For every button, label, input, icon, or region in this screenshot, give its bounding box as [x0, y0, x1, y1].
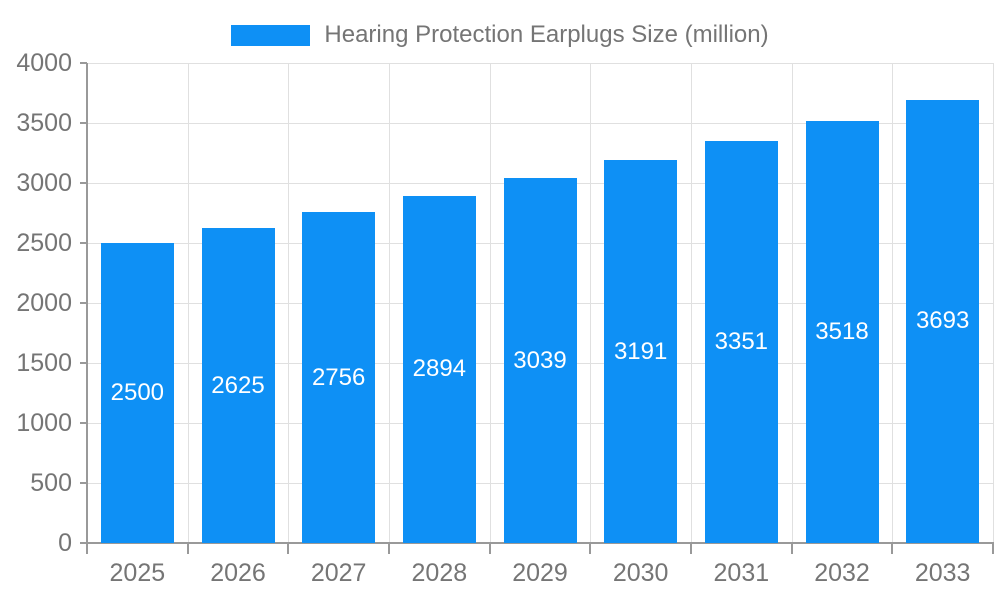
gridline-v	[187, 63, 189, 543]
gridline-v	[892, 63, 894, 543]
y-axis-tick	[80, 362, 87, 364]
bar-value-label: 2625	[211, 371, 265, 399]
x-axis-label: 2030	[612, 559, 669, 587]
x-axis-label: 2033	[914, 559, 971, 587]
bar-2030[interactable]: 3191	[604, 160, 678, 543]
x-axis-label: 2029	[512, 559, 568, 587]
bar-2027[interactable]: 2756	[302, 212, 376, 543]
y-axis-tick	[80, 242, 87, 244]
y-axis-label: 1000	[16, 409, 72, 437]
y-axis-label: 0	[58, 529, 72, 557]
bar-value-label: 2894	[412, 355, 467, 383]
x-axis-tick	[589, 543, 592, 554]
legend-label: Hearing Protection Earplugs Size (millio…	[324, 21, 769, 48]
x-axis-label: 2026	[210, 559, 266, 587]
gridline-v	[288, 63, 290, 543]
bar-2033[interactable]: 3693	[906, 99, 980, 543]
legend-item[interactable]: Hearing Protection Earplugs Size (millio…	[0, 21, 1000, 49]
gridline-v	[691, 63, 692, 543]
x-axis-tick	[488, 543, 491, 554]
x-axis-label: 2028	[411, 559, 468, 587]
bar-2026[interactable]: 2625	[201, 228, 275, 543]
y-axis-tick	[80, 302, 87, 304]
bar-value-label: 3693	[915, 307, 970, 335]
x-axis-tick	[287, 543, 290, 554]
y-axis-tick	[80, 422, 87, 424]
gridline-v	[590, 63, 592, 543]
bar-2029[interactable]: 3039	[503, 178, 577, 543]
x-axis-tick	[690, 543, 692, 554]
y-axis-label: 2000	[16, 289, 72, 317]
bar-value-label: 2500	[110, 379, 165, 406]
bar-2032[interactable]: 3518	[805, 120, 879, 543]
y-axis-label: 2500	[16, 229, 72, 257]
x-axis-label: 2027	[310, 559, 367, 587]
x-axis-label: 2032	[814, 559, 870, 587]
bar-2025[interactable]: 2500	[100, 243, 174, 543]
bar-2028[interactable]: 2894	[402, 195, 476, 543]
bar-2031[interactable]: 3351	[704, 140, 778, 543]
gridline-v	[993, 63, 994, 543]
y-axis-label: 3500	[16, 109, 72, 137]
x-axis-line	[86, 542, 994, 544]
y-axis-label: 3000	[16, 169, 72, 197]
x-axis-tick	[790, 543, 793, 554]
gridline-h	[87, 63, 993, 64]
y-axis-label: 4000	[16, 49, 72, 77]
y-axis-tick	[80, 62, 87, 64]
bar-value-label: 3039	[513, 346, 567, 374]
bar-value-label: 3351	[714, 327, 769, 355]
gridline-h	[87, 123, 993, 124]
bar-value-label: 3518	[815, 317, 869, 345]
y-axis-label: 1500	[16, 349, 72, 377]
legend-swatch	[231, 24, 311, 46]
x-axis-tick	[891, 543, 894, 554]
y-axis-tick	[80, 482, 87, 484]
x-axis-tick	[388, 543, 390, 554]
x-axis-tick	[186, 543, 189, 554]
y-axis-tick	[80, 542, 87, 544]
y-axis-line	[86, 63, 88, 543]
gridline-v	[791, 63, 793, 543]
y-axis-tick	[80, 122, 87, 124]
gridline-v	[489, 63, 491, 543]
y-axis-label: 500	[30, 469, 72, 497]
bar-value-label: 3191	[613, 337, 668, 365]
y-axis-tick	[80, 182, 87, 184]
x-axis-tick	[992, 543, 994, 554]
x-axis-tick	[86, 543, 88, 554]
x-axis-label: 2031	[713, 559, 770, 587]
gridline-v	[389, 63, 390, 543]
bar-value-label: 2756	[311, 363, 366, 391]
x-axis-label: 2025	[109, 559, 166, 587]
